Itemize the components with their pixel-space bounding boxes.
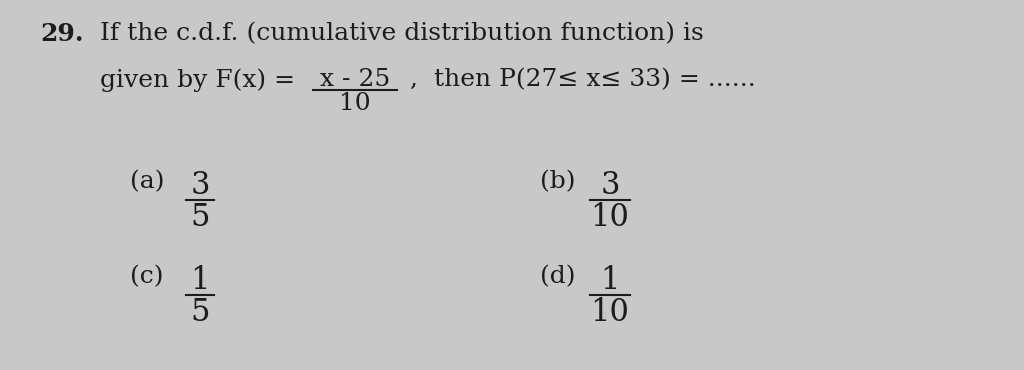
Text: 1: 1 <box>600 265 620 296</box>
Text: 3: 3 <box>190 170 210 201</box>
Text: 1: 1 <box>190 265 210 296</box>
Text: 5: 5 <box>190 202 210 233</box>
Text: (b): (b) <box>540 170 575 193</box>
Text: given by F(x) =: given by F(x) = <box>100 68 303 91</box>
Text: If the c.d.f. (cumulative distribution function) is: If the c.d.f. (cumulative distribution f… <box>100 22 703 45</box>
Text: x - 25: x - 25 <box>319 68 390 91</box>
Text: ,  then P(27≤ x≤ 33) = ......: , then P(27≤ x≤ 33) = ...... <box>410 68 756 91</box>
Text: (a): (a) <box>130 170 165 193</box>
Text: 5: 5 <box>190 297 210 328</box>
Text: 10: 10 <box>591 297 630 328</box>
Text: 10: 10 <box>339 92 371 115</box>
Text: 3: 3 <box>600 170 620 201</box>
Text: 29.: 29. <box>40 22 84 46</box>
Text: 10: 10 <box>591 202 630 233</box>
Text: (c): (c) <box>130 265 164 288</box>
Text: (d): (d) <box>540 265 575 288</box>
